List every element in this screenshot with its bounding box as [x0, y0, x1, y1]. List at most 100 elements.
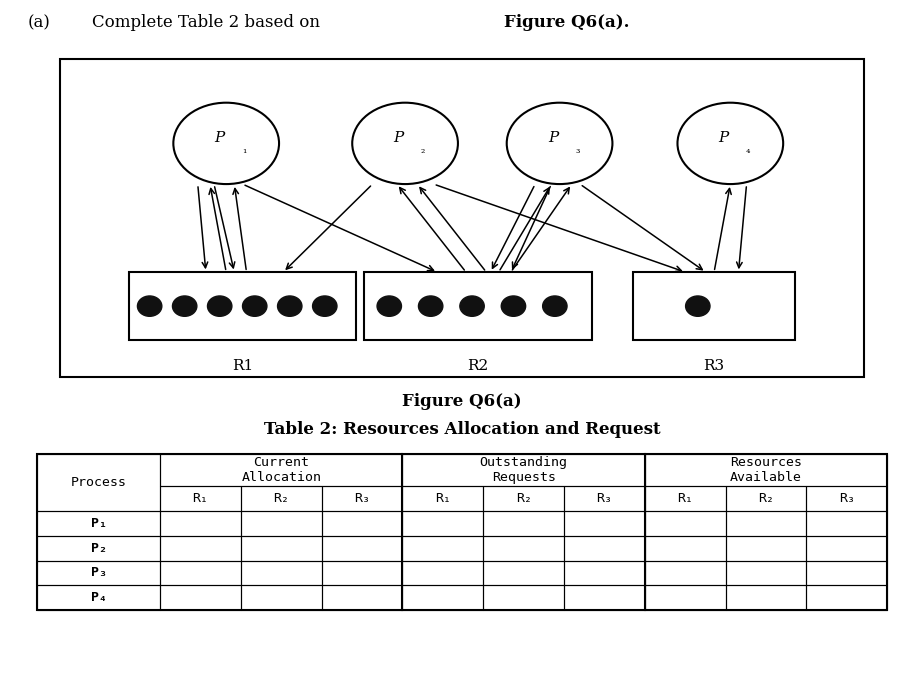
- Bar: [645, 536, 725, 561]
- Text: ₁: ₁: [242, 145, 247, 155]
- Text: R2: R2: [468, 359, 489, 373]
- Circle shape: [419, 296, 443, 316]
- Text: Outstanding
Requests: Outstanding Requests: [480, 456, 567, 484]
- Circle shape: [208, 296, 232, 316]
- Text: R₂: R₂: [274, 492, 289, 504]
- Text: P₂: P₂: [91, 542, 106, 554]
- Bar: [483, 585, 564, 610]
- Text: P: P: [214, 131, 225, 145]
- Circle shape: [686, 296, 710, 316]
- Bar: [483, 511, 564, 536]
- Bar: [403, 486, 483, 511]
- Bar: [403, 585, 483, 610]
- Bar: [322, 536, 403, 561]
- Bar: [725, 561, 807, 585]
- Bar: [160, 486, 241, 511]
- Circle shape: [173, 296, 197, 316]
- Bar: [645, 454, 887, 486]
- Bar: [160, 454, 403, 486]
- Circle shape: [277, 296, 302, 316]
- Text: ₂: ₂: [420, 145, 425, 155]
- Bar: [241, 536, 322, 561]
- Bar: [37, 454, 887, 610]
- Bar: [807, 536, 887, 561]
- Bar: [807, 561, 887, 585]
- Ellipse shape: [174, 102, 279, 184]
- Bar: [645, 561, 725, 585]
- Bar: [807, 486, 887, 511]
- Text: P: P: [719, 131, 729, 145]
- Text: P₄: P₄: [91, 592, 106, 604]
- Ellipse shape: [677, 102, 784, 184]
- Bar: [37, 454, 160, 511]
- Ellipse shape: [352, 102, 458, 184]
- Text: P: P: [548, 131, 558, 145]
- Text: Complete Table 2 based on: Complete Table 2 based on: [92, 14, 325, 31]
- Circle shape: [542, 296, 567, 316]
- Text: P₃: P₃: [91, 567, 106, 579]
- Bar: [483, 561, 564, 585]
- Text: R1: R1: [232, 359, 253, 373]
- Text: R₃: R₃: [839, 492, 855, 504]
- Text: R₃: R₃: [354, 492, 371, 504]
- Bar: [37, 511, 160, 536]
- Bar: [403, 536, 483, 561]
- Bar: [160, 585, 241, 610]
- Text: R₃: R₃: [596, 492, 613, 504]
- Bar: [807, 585, 887, 610]
- Bar: [160, 536, 241, 561]
- Bar: [633, 272, 796, 340]
- Text: R3: R3: [703, 359, 724, 373]
- Text: R₁: R₁: [192, 492, 209, 504]
- Text: ₃: ₃: [576, 145, 579, 155]
- Text: R₁: R₁: [677, 492, 693, 504]
- Bar: [160, 511, 241, 536]
- Text: R₂: R₂: [758, 492, 774, 504]
- Text: R₂: R₂: [516, 492, 531, 504]
- Text: Figure Q6(a).: Figure Q6(a).: [504, 14, 629, 31]
- Text: ₄: ₄: [746, 145, 750, 155]
- Bar: [128, 272, 357, 340]
- Bar: [241, 511, 322, 536]
- Bar: [564, 585, 645, 610]
- Bar: [403, 511, 483, 536]
- Text: P₁: P₁: [91, 517, 106, 529]
- Bar: [322, 511, 403, 536]
- Bar: [645, 585, 725, 610]
- Text: Resources
Available: Resources Available: [730, 456, 802, 484]
- Circle shape: [501, 296, 526, 316]
- Bar: [37, 585, 160, 610]
- Bar: [37, 536, 160, 561]
- Bar: [564, 536, 645, 561]
- Bar: [725, 511, 807, 536]
- Bar: [645, 486, 725, 511]
- Bar: [807, 511, 887, 536]
- Bar: [160, 561, 241, 585]
- Bar: [564, 561, 645, 585]
- Text: Table 2: Resources Allocation and Request: Table 2: Resources Allocation and Reques…: [263, 421, 661, 438]
- Circle shape: [242, 296, 267, 316]
- Circle shape: [460, 296, 484, 316]
- Bar: [322, 486, 403, 511]
- Bar: [403, 454, 645, 486]
- Text: (a): (a): [28, 14, 51, 31]
- Text: R₁: R₁: [435, 492, 451, 504]
- Circle shape: [312, 296, 337, 316]
- Bar: [241, 585, 322, 610]
- Bar: [403, 561, 483, 585]
- Bar: [564, 486, 645, 511]
- Circle shape: [377, 296, 401, 316]
- Text: Current
Allocation: Current Allocation: [241, 456, 322, 484]
- Text: P: P: [394, 131, 404, 145]
- Bar: [483, 536, 564, 561]
- Bar: [564, 511, 645, 536]
- Text: Figure Q6(a): Figure Q6(a): [402, 393, 522, 410]
- Bar: [322, 561, 403, 585]
- Bar: [483, 486, 564, 511]
- Text: Process: Process: [70, 476, 127, 489]
- Bar: [241, 486, 322, 511]
- Bar: [725, 536, 807, 561]
- Bar: [364, 272, 592, 340]
- Ellipse shape: [506, 102, 613, 184]
- Bar: [37, 561, 160, 585]
